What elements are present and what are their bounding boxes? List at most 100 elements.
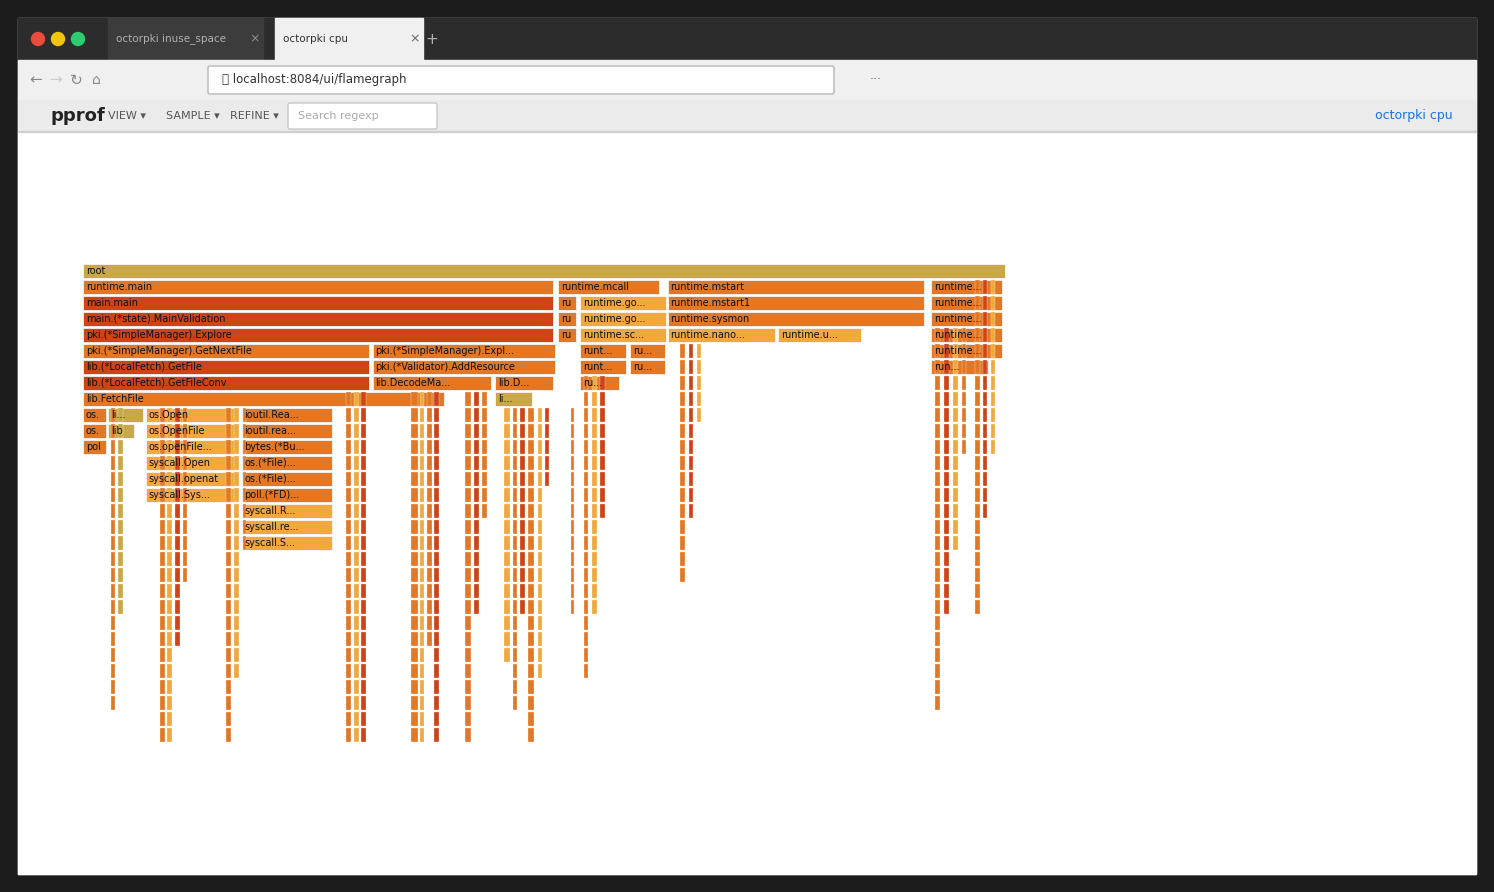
Bar <box>698 359 701 374</box>
Bar <box>427 456 432 470</box>
Bar <box>242 456 332 470</box>
Bar <box>529 440 533 454</box>
Bar <box>160 551 164 566</box>
Bar <box>345 599 351 614</box>
Bar <box>983 408 988 422</box>
Bar <box>474 408 480 422</box>
Bar <box>411 567 418 582</box>
Bar <box>235 408 239 422</box>
Text: →: → <box>49 72 63 87</box>
Bar <box>118 535 123 550</box>
Bar <box>592 472 596 486</box>
Bar <box>991 359 995 374</box>
Bar <box>427 503 432 518</box>
Bar <box>465 680 471 694</box>
Bar <box>242 440 247 454</box>
Bar <box>411 440 418 454</box>
Bar <box>974 392 980 406</box>
Bar <box>420 424 424 438</box>
Bar <box>983 472 988 486</box>
Bar <box>420 472 424 486</box>
Bar <box>84 279 553 294</box>
Bar <box>529 680 533 694</box>
Bar <box>160 519 164 534</box>
Bar <box>242 519 332 534</box>
Bar <box>991 327 995 342</box>
Bar <box>520 488 524 502</box>
Bar <box>931 359 989 374</box>
Bar <box>184 472 187 486</box>
Text: runtime.mcall: runtime.mcall <box>560 282 629 292</box>
Bar <box>584 648 589 662</box>
Bar <box>592 551 596 566</box>
Bar <box>974 503 980 518</box>
Bar <box>962 327 967 342</box>
Bar <box>962 392 967 406</box>
Bar <box>18 18 1476 60</box>
Bar <box>465 599 471 614</box>
Bar <box>465 519 471 534</box>
Bar <box>362 567 366 582</box>
Bar <box>465 664 471 678</box>
Text: run...: run... <box>934 362 959 372</box>
Bar <box>111 664 115 678</box>
Text: main.(*state).MainValidation: main.(*state).MainValidation <box>87 314 226 324</box>
Bar <box>465 567 471 582</box>
Bar <box>483 424 487 438</box>
Text: bytes.(*Bu...: bytes.(*Bu... <box>245 442 305 451</box>
Text: runtime.go...: runtime.go... <box>583 298 645 308</box>
Bar <box>935 392 940 406</box>
Bar <box>226 680 230 694</box>
Bar <box>362 408 366 422</box>
Bar <box>974 376 980 390</box>
Bar <box>354 583 359 598</box>
Bar <box>512 424 517 438</box>
Text: os.: os. <box>87 425 100 436</box>
Bar <box>362 503 366 518</box>
Bar <box>529 615 533 630</box>
Bar <box>420 664 424 678</box>
Bar <box>944 583 949 598</box>
Bar <box>465 551 471 566</box>
Bar <box>474 456 480 470</box>
Bar <box>111 648 115 662</box>
Bar <box>175 551 179 566</box>
Text: ···: ··· <box>870 73 881 87</box>
Bar <box>167 696 172 710</box>
Bar <box>354 535 359 550</box>
Bar <box>584 488 589 502</box>
Bar <box>584 376 589 390</box>
Bar <box>944 567 949 582</box>
Bar <box>111 567 115 582</box>
Bar <box>935 599 940 614</box>
Bar <box>411 408 418 422</box>
Bar <box>505 424 509 438</box>
Bar <box>160 615 164 630</box>
Bar <box>235 472 239 486</box>
Bar <box>474 472 480 486</box>
Text: ×: × <box>249 32 260 45</box>
Bar <box>584 408 589 422</box>
Bar <box>512 503 517 518</box>
Bar <box>538 519 542 534</box>
Bar <box>944 327 949 342</box>
Bar <box>345 583 351 598</box>
Bar <box>592 567 596 582</box>
Text: runt...: runt... <box>583 362 613 372</box>
Bar <box>226 456 230 470</box>
Bar <box>953 488 958 502</box>
Bar <box>362 712 366 726</box>
Bar <box>226 583 230 598</box>
Bar <box>689 392 693 406</box>
Bar <box>435 408 439 422</box>
Bar <box>529 728 533 742</box>
Bar <box>474 583 480 598</box>
Bar <box>235 535 239 550</box>
Bar <box>474 567 480 582</box>
Bar <box>935 535 940 550</box>
Bar <box>420 551 424 566</box>
Circle shape <box>51 32 64 45</box>
Bar <box>689 488 693 502</box>
Bar <box>991 343 995 358</box>
Bar <box>84 408 106 422</box>
